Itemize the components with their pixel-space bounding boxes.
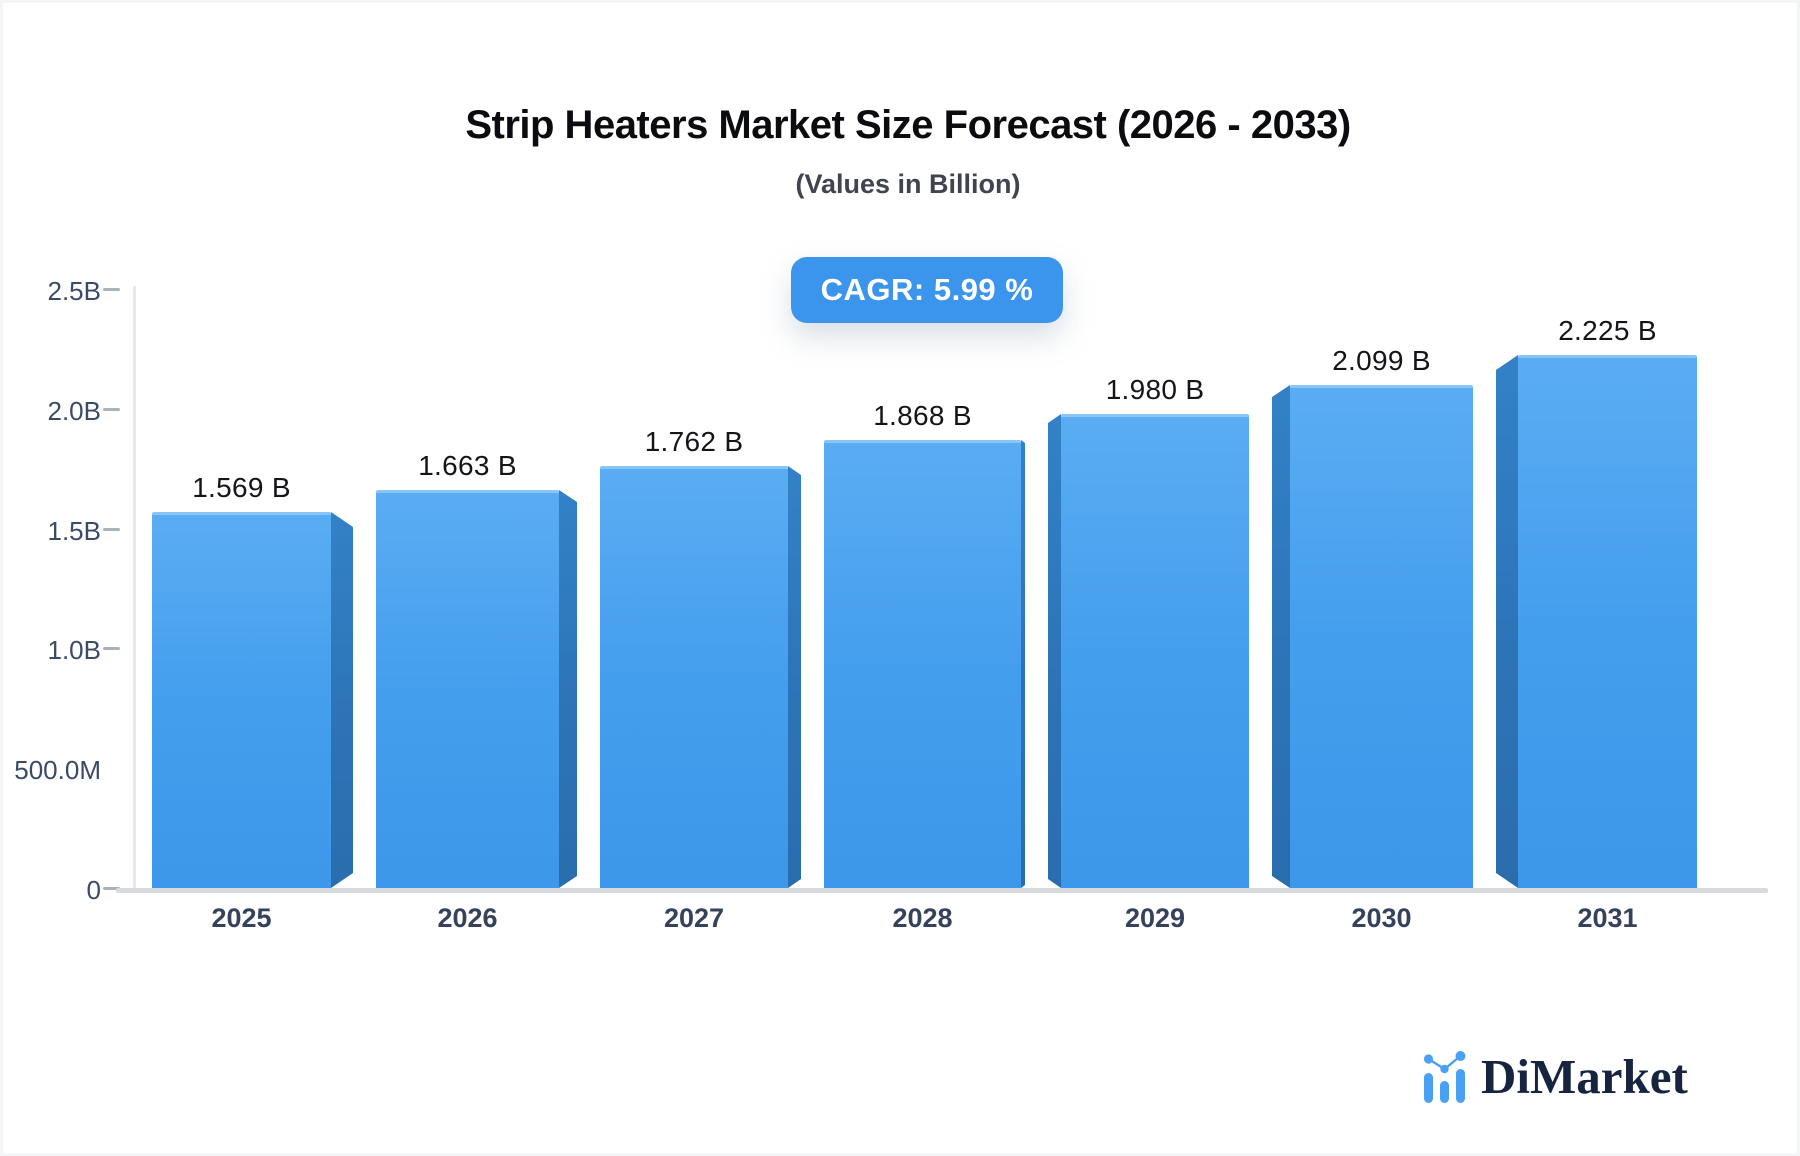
y-axis-line bbox=[133, 286, 136, 891]
bar-2028[interactable] bbox=[824, 440, 1025, 888]
bar-value-label: 1.762 B bbox=[644, 426, 744, 457]
y-axis-tick-label: 1.0B bbox=[47, 635, 102, 666]
bar-side-face bbox=[1496, 355, 1518, 888]
bar-2029[interactable] bbox=[1048, 414, 1249, 888]
x-axis-category-label: 2027 bbox=[663, 903, 725, 933]
y-axis-tick-label: 1.5B bbox=[47, 515, 102, 546]
bar-side-face bbox=[1272, 385, 1290, 888]
y-axis-tick-label: 0 bbox=[86, 875, 101, 905]
y-axis-tick-label: 2.5B bbox=[47, 276, 102, 306]
x-axis-category-label: 2029 bbox=[1124, 903, 1186, 933]
bar-2030[interactable] bbox=[1272, 385, 1473, 888]
bar-front-face bbox=[824, 440, 1021, 888]
strip-heaters-forecast-chart: Strip Heaters Market Size Forecast (2026… bbox=[3, 3, 1797, 1153]
y-axis-tick-label: 2.0B bbox=[47, 395, 102, 426]
bar-value-label: 1.663 B bbox=[418, 450, 517, 481]
x-axis-category-label: 2026 bbox=[437, 903, 498, 933]
bar-2025[interactable] bbox=[152, 512, 353, 888]
bar-front-face bbox=[1061, 414, 1249, 888]
x-axis-category-label: 2030 bbox=[1351, 903, 1412, 933]
bar-side-face bbox=[1048, 414, 1061, 888]
bar-2031[interactable] bbox=[1496, 355, 1697, 888]
cagr-badge-label: CAGR: 5.99 % bbox=[820, 272, 1034, 307]
bar-value-label: 2.099 B bbox=[1332, 345, 1431, 376]
y-axis-tick-mark bbox=[103, 407, 120, 411]
y-axis-tick-mark bbox=[103, 288, 120, 291]
x-axis-category-label: 2028 bbox=[892, 903, 953, 933]
bar-value-label: 1.980 B bbox=[1105, 374, 1205, 405]
bar-value-label: 2.225 B bbox=[1558, 315, 1657, 346]
bar-front-face bbox=[600, 466, 788, 888]
cagr-badge: CAGR: 5.99 % bbox=[791, 257, 1063, 323]
brand-name: DiMarket bbox=[1481, 1049, 1688, 1104]
bar-value-label: 1.868 B bbox=[873, 400, 972, 431]
x-axis-baseline bbox=[116, 888, 1768, 893]
bar-2027[interactable] bbox=[600, 466, 801, 888]
x-axis-category-label: 2031 bbox=[1577, 903, 1638, 933]
bar-front-face bbox=[1290, 385, 1473, 888]
y-axis-tick-mark bbox=[103, 647, 120, 651]
y-axis-tick-mark bbox=[103, 527, 120, 531]
bar-side-face bbox=[331, 512, 353, 888]
chart-subtitle: (Values in Billion) bbox=[795, 169, 1021, 199]
brand-logo: DiMarket bbox=[1421, 1043, 1688, 1103]
bar-front-face bbox=[152, 512, 331, 888]
bar-side-face bbox=[559, 490, 577, 888]
bar-2026[interactable] bbox=[376, 490, 577, 888]
bar-front-face bbox=[376, 490, 559, 888]
bar-front-face bbox=[1518, 355, 1697, 888]
bar-side-face bbox=[1021, 440, 1025, 888]
chart-title: Strip Heaters Market Size Forecast (2026… bbox=[465, 103, 1351, 147]
y-axis-tick-label: 500.0M bbox=[14, 755, 101, 786]
bar-value-label: 1.569 B bbox=[192, 472, 291, 503]
plot-area: 2.5B 2.0B 1.5B 1.0B 500.0M 0 1.569 B 2025 1.663… bbox=[3, 3, 1797, 1153]
x-axis-category-label: 2025 bbox=[211, 903, 272, 933]
bar-chart-sparkline-icon bbox=[1423, 1051, 1466, 1103]
y-axis-tick-mark bbox=[103, 887, 120, 890]
bar-side-face bbox=[788, 466, 801, 888]
